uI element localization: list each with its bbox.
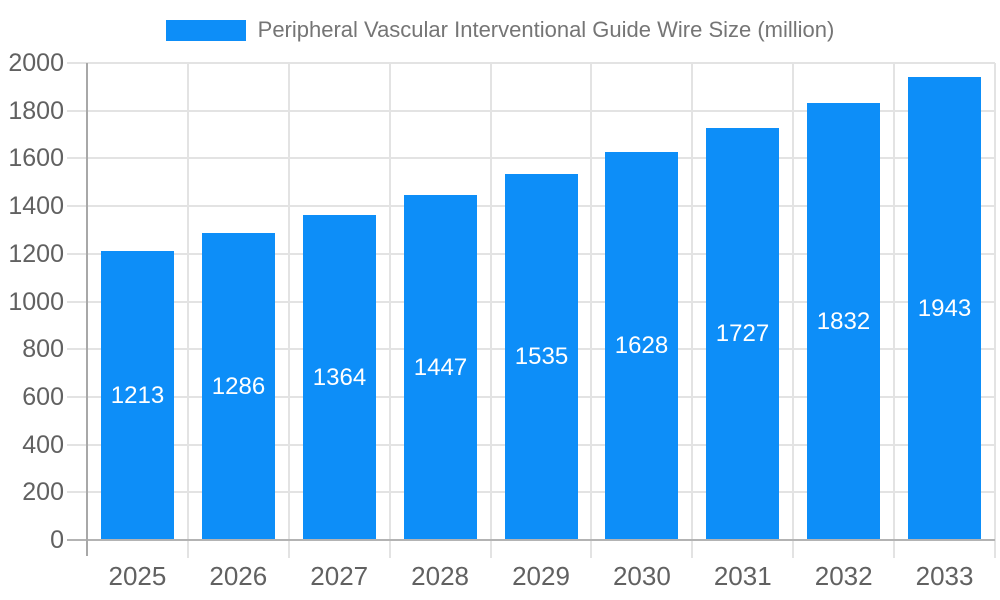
- gridline-vertical: [994, 63, 996, 558]
- gridline-vertical: [288, 63, 290, 558]
- bar-value-label: 1535: [514, 343, 569, 370]
- y-axis-tick-label: 1400: [8, 192, 64, 221]
- bar[interactable]: 1364: [303, 215, 376, 540]
- bar-value-label: 1364: [312, 363, 367, 391]
- x-axis-tick-label: 2025: [108, 561, 167, 591]
- bar-value-label: 1447: [413, 353, 468, 381]
- x-axis-tick-label: 2033: [915, 561, 974, 591]
- x-axis-tick-label: 2028: [411, 561, 470, 591]
- bar[interactable]: 1628: [605, 152, 678, 540]
- y-axis-tick-label: 1000: [8, 287, 64, 316]
- x-axis-tick-label: 2027: [310, 561, 369, 591]
- x-axis-tick-label: 2031: [713, 561, 772, 591]
- y-axis-tick-label: 800: [22, 335, 64, 364]
- gridline-vertical: [187, 63, 189, 558]
- gridline-vertical: [389, 63, 391, 558]
- y-axis-tick-label: 600: [22, 382, 64, 411]
- bar[interactable]: 1286: [202, 233, 275, 540]
- bar[interactable]: 1943: [908, 77, 981, 540]
- y-axis-tick-label: 1800: [8, 96, 64, 125]
- bar-value-label: 1286: [211, 372, 266, 400]
- legend-item[interactable]: Peripheral Vascular Interventional Guide…: [165, 17, 835, 43]
- bar[interactable]: 1727: [706, 128, 779, 540]
- x-axis-tick-label: 2026: [209, 561, 268, 591]
- gridline-vertical: [691, 63, 693, 558]
- x-axis-tick-label: 2029: [512, 561, 570, 591]
- bar[interactable]: 1447: [404, 195, 477, 540]
- y-axis-tick-label: 1600: [8, 144, 64, 173]
- bar[interactable]: 1832: [807, 103, 880, 540]
- y-axis-tick-label: 200: [22, 478, 64, 507]
- bar-value-label: 1943: [917, 294, 972, 322]
- bar-value-label: 1727: [715, 320, 770, 347]
- gridline-vertical: [893, 63, 895, 558]
- gridline-horizontal: [67, 109, 995, 112]
- y-axis-tick-label: 0: [50, 526, 64, 554]
- y-axis-tick-label: 400: [22, 430, 64, 459]
- bar-value-label: 1832: [816, 307, 871, 335]
- legend: Peripheral Vascular Interventional Guide…: [0, 17, 1000, 43]
- bar-value-label: 1213: [110, 381, 165, 409]
- bar[interactable]: 1535: [505, 174, 578, 540]
- bar[interactable]: 1213: [101, 251, 174, 540]
- plot-area: 0 200 400 600 800 1000 1200 1400 1600 1800 2000 121…: [8, 51, 996, 589]
- y-axis-line: [86, 63, 88, 556]
- y-axis-tick-label: 1200: [8, 239, 64, 268]
- gridline-horizontal: [67, 62, 995, 64]
- x-axis-line: [67, 539, 995, 541]
- gridline-vertical: [792, 63, 794, 558]
- x-axis-tick-label: 2032: [814, 561, 873, 591]
- x-axis-tick-label: 2030: [612, 561, 671, 591]
- gridline-horizontal: [67, 157, 995, 160]
- gridline-vertical: [590, 63, 592, 558]
- legend-swatch-icon: [165, 19, 246, 41]
- gridline-vertical: [490, 63, 492, 558]
- y-axis-tick-label: 2000: [8, 49, 64, 77]
- bar-value-label: 1628: [614, 332, 669, 359]
- legend-label: Peripheral Vascular Interventional Guide…: [257, 17, 835, 42]
